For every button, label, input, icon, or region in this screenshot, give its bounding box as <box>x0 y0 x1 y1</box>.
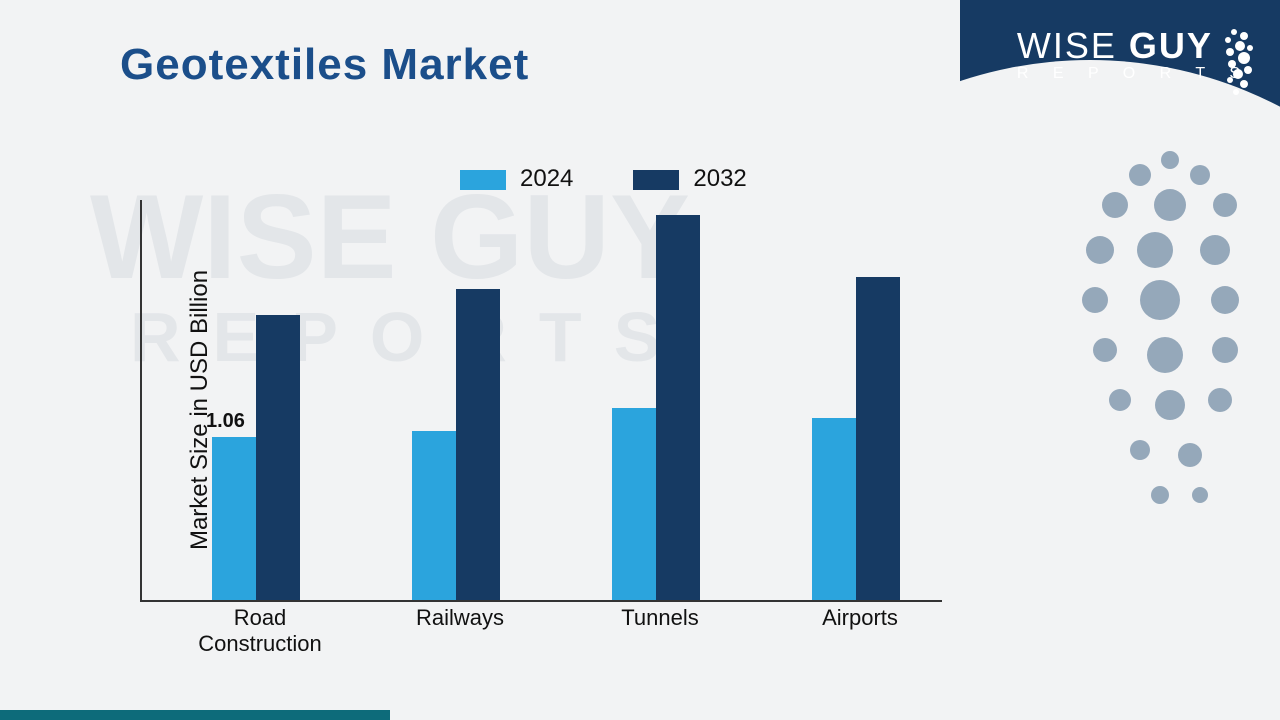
brand-line-1: WISE GUY <box>1017 25 1250 67</box>
chart-title: Geotextiles Market <box>120 40 529 90</box>
bar-2024 <box>212 437 256 600</box>
bar-2032 <box>656 215 700 600</box>
right-panel <box>960 0 1280 720</box>
data-label: 1.06 <box>206 410 245 433</box>
bar-2024 <box>812 418 856 600</box>
bar-2024 <box>412 431 456 600</box>
category-label: Tunnels <box>575 605 745 631</box>
plot-area: 1.06 <box>140 200 942 602</box>
brand-line-2: R E P O R T S <box>1017 65 1250 83</box>
head-silhouette-dots <box>1020 120 1280 540</box>
category-label: Road Construction <box>175 605 345 657</box>
bar-2024 <box>612 408 656 600</box>
bar-2032 <box>456 289 500 600</box>
chart-area: Market Size in USD Billion 1.06 Road Con… <box>110 170 950 650</box>
brand-logo: WISE GUY R E P O R T S <box>1017 25 1250 83</box>
bar-2032 <box>256 315 300 600</box>
category-label: Railways <box>375 605 545 631</box>
stage: WISE GUY R E P O R T S Geotextiles Marke… <box>0 0 1280 720</box>
category-label: Airports <box>775 605 945 631</box>
bar-2032 <box>856 277 900 600</box>
bottom-accent-bar <box>0 710 390 720</box>
